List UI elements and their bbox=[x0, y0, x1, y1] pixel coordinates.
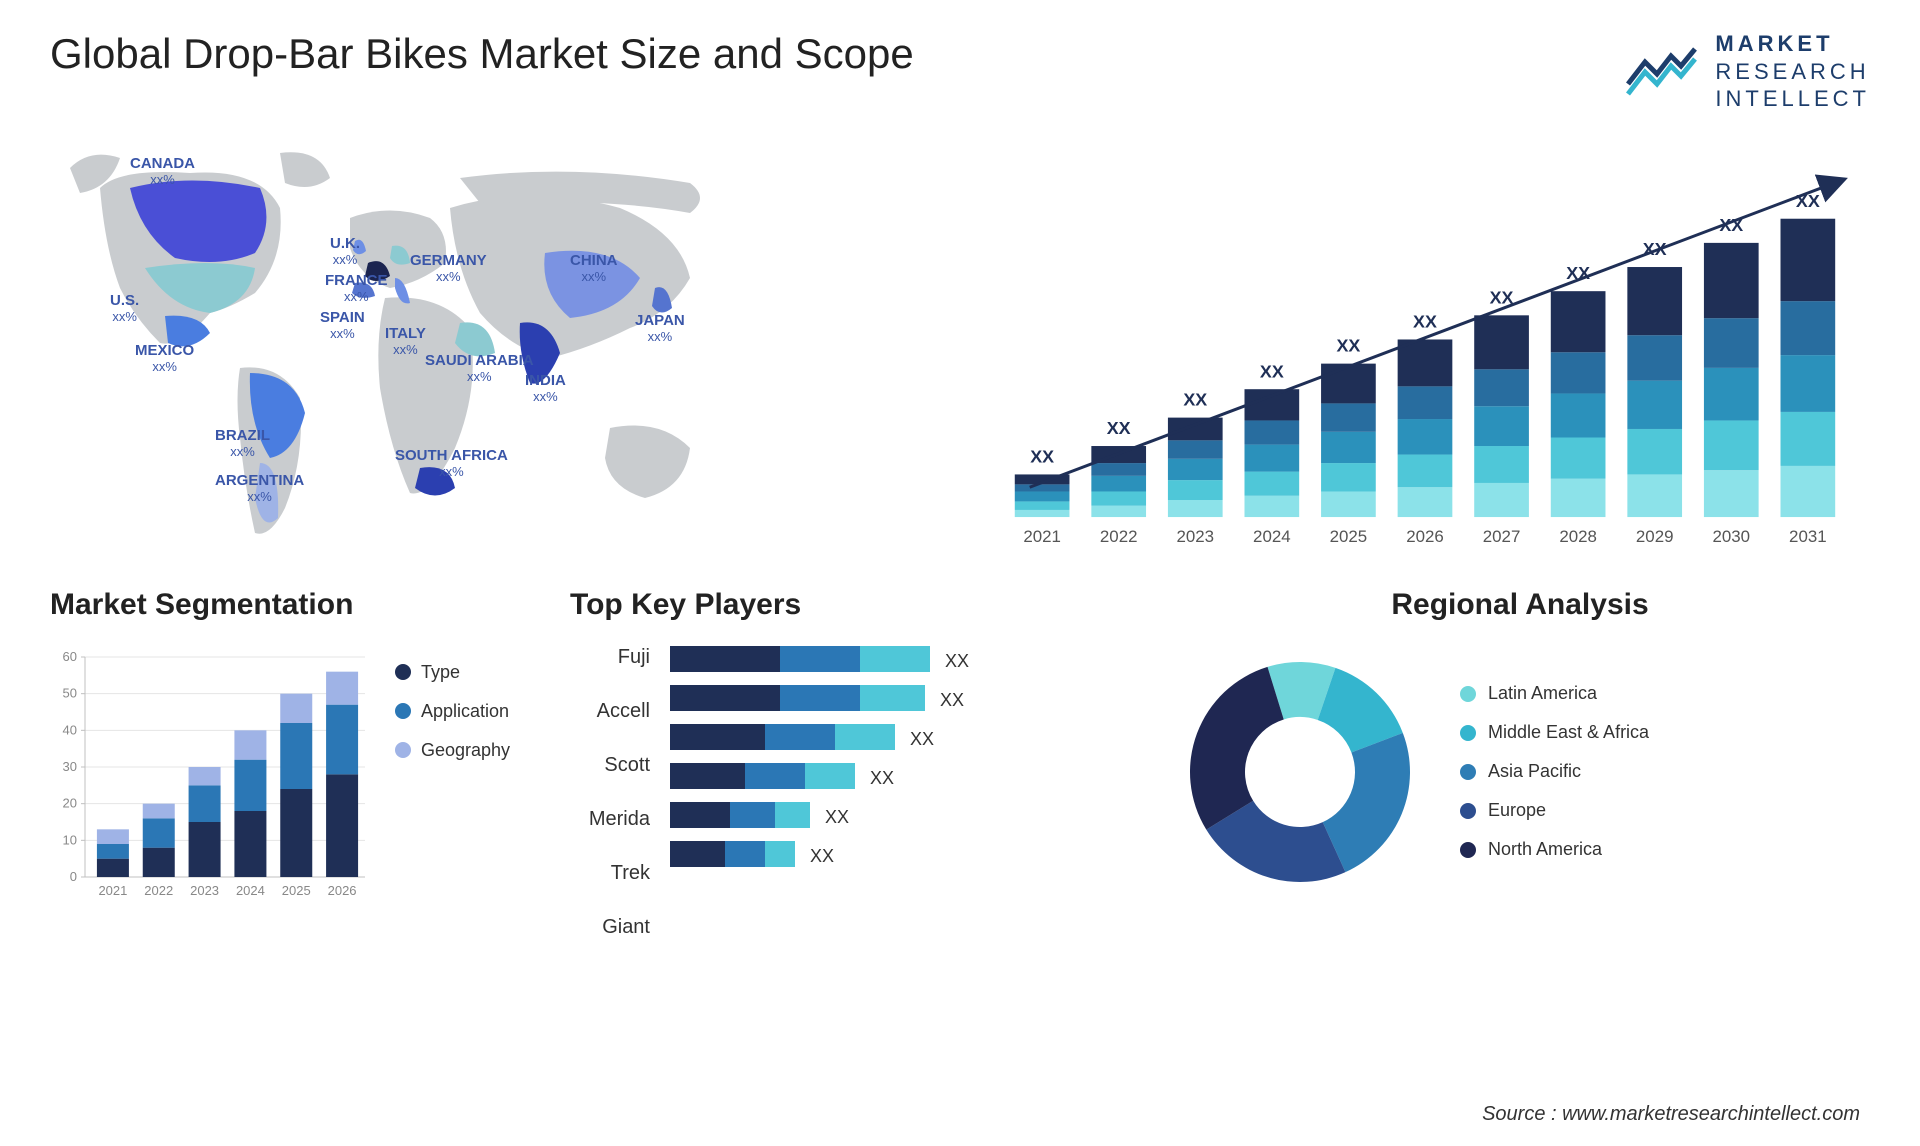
map-label: BRAZILxx% bbox=[215, 428, 270, 461]
svg-text:2025: 2025 bbox=[1330, 526, 1368, 545]
legend-item: Geography bbox=[395, 740, 510, 761]
player-label: Trek bbox=[570, 860, 650, 899]
svg-text:XX: XX bbox=[1107, 418, 1131, 438]
svg-text:2022: 2022 bbox=[1100, 526, 1138, 545]
svg-text:2026: 2026 bbox=[1406, 526, 1444, 545]
header: Global Drop-Bar Bikes Market Size and Sc… bbox=[50, 30, 1870, 113]
legend-item: North America bbox=[1460, 839, 1649, 860]
player-label: Giant bbox=[570, 914, 650, 953]
map-label: ARGENTINAxx% bbox=[215, 473, 304, 506]
growth-chart-panel: XX2021XX2022XX2023XX2024XX2025XX2026XX20… bbox=[975, 138, 1870, 558]
svg-text:XX: XX bbox=[945, 651, 969, 671]
svg-text:2024: 2024 bbox=[1253, 526, 1291, 545]
svg-text:2021: 2021 bbox=[1023, 526, 1061, 545]
svg-text:30: 30 bbox=[63, 759, 77, 774]
map-label: MEXICOxx% bbox=[135, 343, 194, 376]
player-label: Merida bbox=[570, 806, 650, 845]
svg-text:2021: 2021 bbox=[98, 883, 127, 898]
player-label: Accell bbox=[570, 698, 650, 737]
legend-item: Europe bbox=[1460, 800, 1649, 821]
svg-text:XX: XX bbox=[940, 690, 964, 710]
legend-item: Asia Pacific bbox=[1460, 761, 1649, 782]
svg-text:2023: 2023 bbox=[190, 883, 219, 898]
map-label: SOUTH AFRICAxx% bbox=[395, 448, 508, 481]
svg-text:XX: XX bbox=[1413, 311, 1437, 331]
map-label: SAUDI ARABIAxx% bbox=[425, 353, 534, 386]
logo-line1: MARKET bbox=[1715, 30, 1870, 58]
page-title: Global Drop-Bar Bikes Market Size and Sc… bbox=[50, 30, 914, 78]
svg-text:XX: XX bbox=[1260, 361, 1284, 381]
svg-text:XX: XX bbox=[825, 807, 849, 827]
regional-panel: Regional Analysis Latin America Middle Ea… bbox=[1170, 588, 1870, 953]
regional-title: Regional Analysis bbox=[1170, 588, 1870, 622]
growth-chart: XX2021XX2022XX2023XX2024XX2025XX2026XX20… bbox=[975, 138, 1870, 558]
map-label: GERMANYxx% bbox=[410, 253, 487, 286]
svg-text:XX: XX bbox=[810, 846, 834, 866]
map-label: ITALYxx% bbox=[385, 326, 426, 359]
segmentation-chart: 0 10 20 30 40 50 60 2021 2022 2023 2024 2025 2026 bbox=[50, 642, 370, 902]
map-label: INDIAxx% bbox=[525, 373, 566, 406]
legend-item: Type bbox=[395, 662, 510, 683]
players-title: Top Key Players bbox=[570, 588, 1150, 622]
svg-text:50: 50 bbox=[63, 685, 77, 700]
svg-text:60: 60 bbox=[63, 649, 77, 664]
logo-text: MARKET RESEARCH INTELLECT bbox=[1715, 30, 1870, 113]
map-label: SPAINxx% bbox=[320, 310, 365, 343]
svg-text:2025: 2025 bbox=[282, 883, 311, 898]
svg-text:10: 10 bbox=[63, 832, 77, 847]
bottom-row: Market Segmentation 0 10 20 30 40 50 60 2021 202… bbox=[50, 588, 1870, 953]
map-label: U.S.xx% bbox=[110, 293, 139, 326]
svg-text:XX: XX bbox=[1183, 389, 1207, 409]
players-panel: Top Key Players Fuji Accell Scott Merida Tre… bbox=[570, 588, 1150, 953]
top-row: CANADAxx% U.S.xx% MEXICOxx% BRAZILxx% ARGENT… bbox=[50, 138, 1870, 558]
world-map-panel: CANADAxx% U.S.xx% MEXICOxx% BRAZILxx% ARGENT… bbox=[50, 138, 945, 558]
svg-text:2027: 2027 bbox=[1483, 526, 1521, 545]
map-label: JAPANxx% bbox=[635, 313, 685, 346]
brand-logo: MARKET RESEARCH INTELLECT bbox=[1623, 30, 1870, 113]
svg-text:XX: XX bbox=[1336, 335, 1360, 355]
svg-text:2024: 2024 bbox=[236, 883, 265, 898]
regional-donut bbox=[1170, 642, 1430, 902]
svg-text:XX: XX bbox=[1030, 446, 1054, 466]
segmentation-title: Market Segmentation bbox=[50, 588, 550, 622]
svg-text:2028: 2028 bbox=[1559, 526, 1597, 545]
map-label: CANADAxx% bbox=[130, 156, 195, 189]
legend-item: Latin America bbox=[1460, 683, 1649, 704]
svg-text:2026: 2026 bbox=[328, 883, 357, 898]
logo-icon bbox=[1623, 44, 1703, 99]
legend-item: Middle East & Africa bbox=[1460, 722, 1649, 743]
map-label: CHINAxx% bbox=[570, 253, 618, 286]
svg-text:20: 20 bbox=[63, 795, 77, 810]
svg-text:2023: 2023 bbox=[1176, 526, 1214, 545]
player-label: Fuji bbox=[570, 644, 650, 683]
svg-text:XX: XX bbox=[910, 729, 934, 749]
logo-line2: RESEARCH bbox=[1715, 58, 1870, 86]
regional-legend: Latin America Middle East & Africa Asia Pa… bbox=[1460, 683, 1649, 860]
map-label: FRANCExx% bbox=[325, 273, 388, 306]
svg-text:0: 0 bbox=[70, 869, 77, 884]
players-chart: XX XX XX XX XX XX bbox=[670, 642, 1100, 902]
map-label: U.K.xx% bbox=[330, 236, 360, 269]
svg-text:2030: 2030 bbox=[1712, 526, 1750, 545]
svg-text:2029: 2029 bbox=[1636, 526, 1674, 545]
svg-text:XX: XX bbox=[870, 768, 894, 788]
source-text: Source : www.marketresearchintellect.com bbox=[1482, 1103, 1860, 1126]
segmentation-panel: Market Segmentation 0 10 20 30 40 50 60 2021 202… bbox=[50, 588, 550, 953]
segmentation-legend: Type Application Geography bbox=[395, 662, 510, 902]
logo-line3: INTELLECT bbox=[1715, 85, 1870, 113]
players-labels: Fuji Accell Scott Merida Trek Giant bbox=[570, 644, 650, 953]
legend-item: Application bbox=[395, 701, 510, 722]
svg-text:2022: 2022 bbox=[144, 883, 173, 898]
svg-text:2031: 2031 bbox=[1789, 526, 1827, 545]
svg-text:40: 40 bbox=[63, 722, 77, 737]
player-label: Scott bbox=[570, 752, 650, 791]
